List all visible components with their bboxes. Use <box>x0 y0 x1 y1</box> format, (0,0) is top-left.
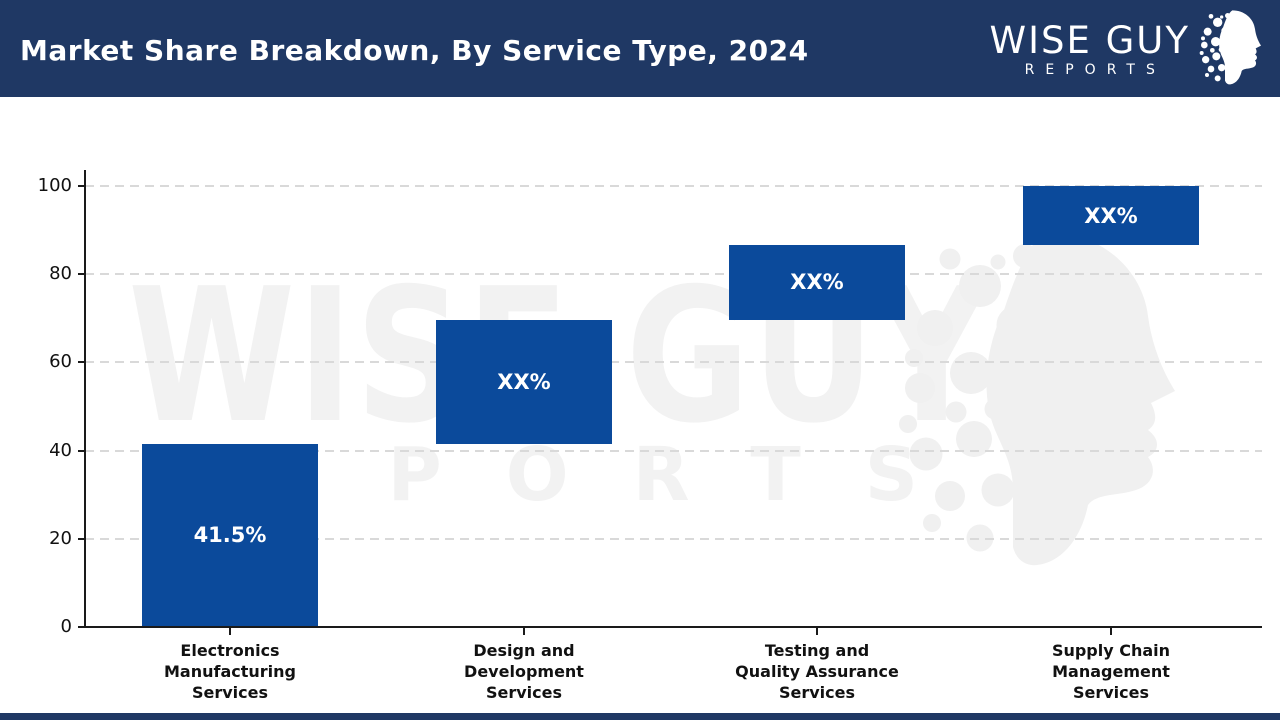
bar-value-label: XX% <box>497 369 551 394</box>
x-axis-line <box>84 626 1262 628</box>
y-axis-tick-label: 20 <box>49 527 72 549</box>
brand-logo-text: WISE GUY REPORTS <box>989 18 1190 78</box>
x-axis-label-line: Design and <box>473 641 575 660</box>
x-tick-mark <box>523 628 525 635</box>
x-axis-label-line: Development <box>464 662 584 681</box>
x-axis-label-line: Management <box>1052 662 1170 681</box>
y-tick-mark <box>78 537 85 540</box>
brand-logo: WISE GUY REPORTS <box>990 6 1266 92</box>
x-tick-mark <box>816 628 818 635</box>
y-axis-tick-label: 40 <box>49 439 72 461</box>
y-gridline <box>85 185 1262 187</box>
bar-value-label: XX% <box>1084 203 1138 228</box>
x-axis-label-line: Supply Chain <box>1051 641 1171 660</box>
bar-segment: XX% <box>436 319 612 444</box>
y-axis-tick-label: 100 <box>37 175 72 196</box>
y-tick-mark <box>78 273 85 276</box>
x-axis-category-label: Supply Chain Management Services <box>996 640 1226 703</box>
wiseguy-head-icon <box>1196 9 1266 89</box>
bar-segment: XX% <box>1023 186 1199 246</box>
x-tick-mark <box>1110 628 1112 635</box>
x-axis-label-line: Services <box>778 683 856 702</box>
y-tick-mark <box>78 361 85 364</box>
y-axis-tick-label: 80 <box>49 263 72 285</box>
x-axis-label-line: Quality Assurance <box>735 662 899 681</box>
x-axis-category-label: Design and Development Services <box>409 640 639 703</box>
y-gridline <box>85 273 1262 276</box>
y-axis-tick-label: 0 <box>60 616 72 637</box>
x-tick-mark <box>229 628 231 635</box>
x-axis-label-line: Services <box>1072 683 1150 702</box>
y-tick-mark <box>78 185 85 187</box>
x-axis-category-label: Testing and Quality Assurance Services <box>702 640 932 703</box>
x-axis-label-line: Services <box>191 683 269 702</box>
y-gridline <box>85 449 1262 452</box>
bar-segment: 41.5% <box>142 443 318 627</box>
brand-subname: REPORTS <box>1024 61 1166 78</box>
footer-bar <box>0 713 1280 720</box>
y-gridline <box>85 537 1262 540</box>
chart-title: Market Share Breakdown, By Service Type,… <box>20 34 809 67</box>
watermark-head-icon <box>884 226 1196 586</box>
x-axis-label-line: Services <box>485 683 563 702</box>
y-axis-line <box>84 170 86 628</box>
x-axis-label-line: Electronics <box>180 641 280 660</box>
bar-segment: XX% <box>729 245 905 320</box>
header-bar: Market Share Breakdown, By Service Type,… <box>0 0 1280 97</box>
brand-name: WISE GUY <box>989 18 1190 62</box>
x-axis-label-line: Manufacturing <box>164 662 296 681</box>
y-gridline <box>85 361 1262 364</box>
bar-value-label: XX% <box>790 270 844 295</box>
y-axis-tick-label: 60 <box>49 351 72 373</box>
y-tick-mark <box>78 626 85 628</box>
x-axis-label-line: Testing and <box>764 641 870 660</box>
y-tick-mark <box>78 449 85 452</box>
x-axis-category-label: Electronics Manufacturing Services <box>115 640 345 703</box>
bar-value-label: 41.5% <box>193 523 267 548</box>
